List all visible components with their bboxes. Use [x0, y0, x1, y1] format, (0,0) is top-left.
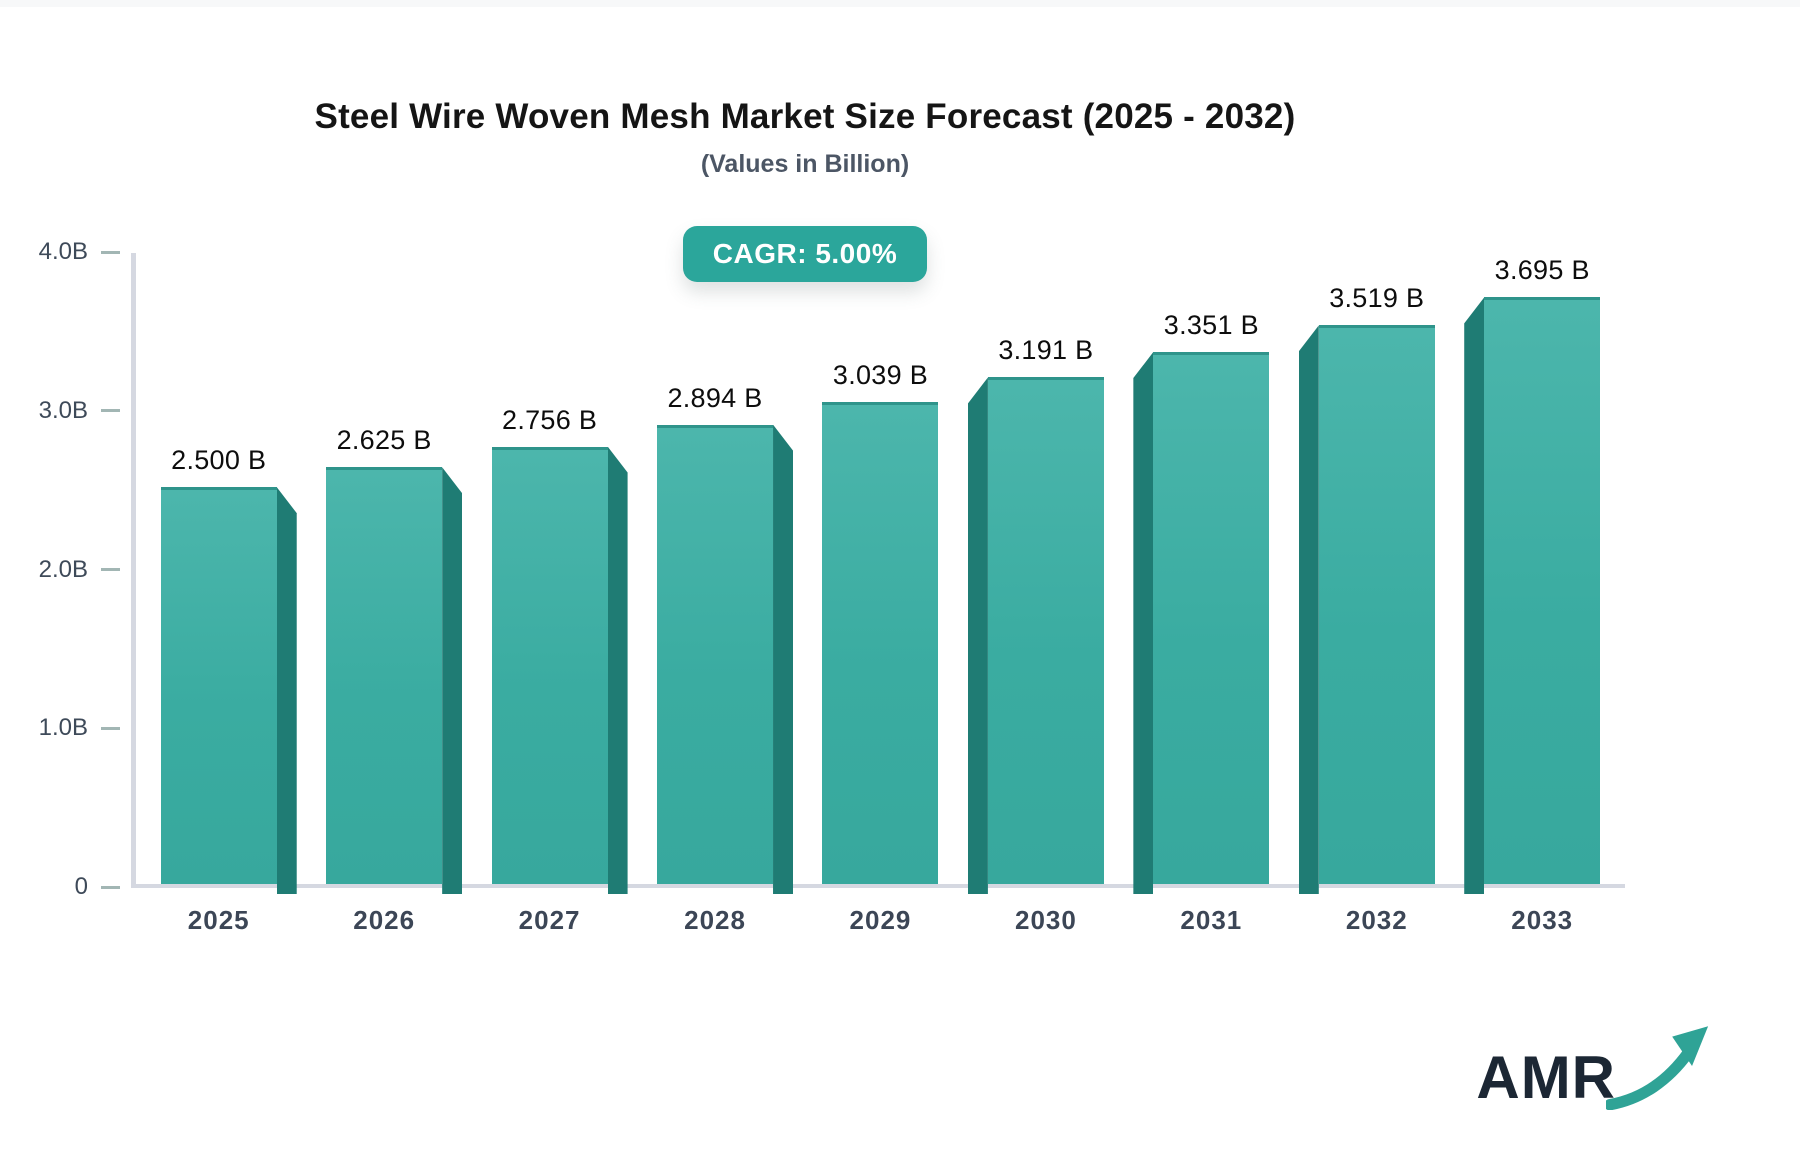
bar-slot-2029: 3.039 B 2029: [798, 253, 963, 935]
x-axis-label-2029: 2029: [849, 905, 912, 935]
y-tick-dash: [101, 885, 120, 889]
bar-slot-2025: 2.500 B 2025: [136, 253, 301, 935]
bar-slot-2027: 2.756 B 2027: [467, 253, 632, 935]
y-tick-label: 4.0B: [38, 238, 88, 265]
cagr-badge: CAGR: 5.00%: [682, 226, 928, 282]
bar-value-label: 2.894 B: [667, 382, 763, 413]
x-axis-label-2026: 2026: [353, 905, 416, 935]
bar-slot-2032: 3.519 B 2032: [1294, 253, 1459, 935]
bar-2033: [1464, 297, 1601, 894]
cagr-badge-row: CAGR: 5.00%: [0, 226, 1610, 282]
bar-slot-2030: 3.191 B 2030: [963, 253, 1128, 935]
bar-value-label: 3.191 B: [998, 335, 1094, 366]
bar-2029: [822, 401, 939, 884]
x-axis-label-2030: 2030: [1014, 905, 1077, 935]
bar-3d-side: [276, 487, 297, 894]
bar-value-label: 3.351 B: [1163, 310, 1259, 341]
bar-face: [1484, 297, 1601, 884]
bar-face: [657, 424, 774, 884]
chart-title: Steel Wire Woven Mesh Market Size Foreca…: [314, 97, 1296, 136]
x-axis-label-2032: 2032: [1345, 905, 1408, 935]
trend-up-arrow-icon: [1606, 1026, 1709, 1110]
y-tick-2.0B: 2.0B: [30, 555, 131, 583]
bar-face: [491, 446, 608, 884]
chart-header: Steel Wire Woven Mesh Market Size Foreca…: [0, 0, 1610, 179]
y-tick-1.0B: 1.0B: [30, 714, 131, 742]
bar-3d-side: [442, 467, 463, 894]
bar-3d-side: [607, 446, 628, 894]
bar-3d-side: [1298, 325, 1319, 894]
bar-value-label: 3.039 B: [832, 359, 929, 390]
bar-2025: [160, 487, 297, 894]
bar-3d-side: [773, 424, 794, 894]
y-tick-4.0B: 4.0B: [30, 238, 131, 265]
amr-logo-text: AMR: [1476, 1044, 1616, 1111]
bar-slot-2031: 3.351 B 2031: [1129, 253, 1294, 935]
y-tick-dash: [101, 409, 120, 413]
bar-face: [822, 401, 939, 884]
y-tick-3.0B: 3.0B: [30, 396, 131, 424]
bar-face: [326, 467, 443, 884]
bar-2027: [491, 446, 628, 894]
plot-area: 2.500 B 2025 2.625 B 2026 2.756 B 2027 2.894 B…: [131, 253, 1625, 935]
x-axis-label-2031: 2031: [1180, 905, 1243, 935]
bar-face: [987, 377, 1104, 884]
bar-value-label: 2.625 B: [336, 425, 432, 456]
bar-3d-side: [967, 377, 988, 894]
y-tick-0: 0: [30, 873, 131, 900]
bar-value-label: 2.756 B: [502, 404, 598, 435]
bar-slot-2028: 2.894 B 2028: [632, 253, 797, 935]
y-axis: 4.0B 3.0B 2.0B 1.0B 0: [30, 238, 131, 900]
x-axis-label-2025: 2025: [187, 905, 250, 935]
amr-logo: AMR: [1476, 1020, 1710, 1112]
bar-slot-2033: 3.695 B 2033: [1460, 253, 1625, 935]
bar-face: [1153, 352, 1270, 884]
bar-value-label: 2.500 B: [171, 445, 267, 476]
bar-slot-2026: 2.625 B 2026: [301, 253, 466, 935]
bar-value-label: 3.695 B: [1494, 255, 1590, 286]
chart-subtitle: (Values in Billion): [700, 150, 910, 178]
bar-face: [1318, 325, 1435, 884]
x-axis-label-2028: 2028: [684, 905, 746, 935]
page-top-strip: [0, 0, 1800, 7]
y-tick-dash: [101, 726, 120, 730]
y-tick-label: 1.0B: [38, 714, 88, 742]
bar-face: [160, 487, 277, 884]
x-axis-label-2027: 2027: [518, 905, 581, 935]
y-tick-dash: [101, 568, 120, 571]
bar-value-label: 3.519 B: [1329, 283, 1425, 314]
y-tick-label: 0: [74, 873, 88, 900]
bar-chart: 4.0B 3.0B 2.0B 1.0B 0 2.500 B 2025 2.625 B 2026…: [30, 238, 1625, 935]
y-tick-dash: [101, 250, 120, 254]
y-tick-label: 3.0B: [38, 396, 88, 424]
bar-3d-side: [1464, 297, 1485, 894]
bar-2028: [657, 424, 794, 894]
x-axis-label-2033: 2033: [1511, 905, 1574, 935]
y-tick-label: 2.0B: [38, 555, 88, 583]
bar-2026: [326, 467, 463, 894]
bar-2032: [1298, 325, 1435, 894]
bar-3d-side: [1133, 352, 1154, 894]
bar-2030: [967, 377, 1104, 894]
bar-2031: [1133, 352, 1270, 894]
